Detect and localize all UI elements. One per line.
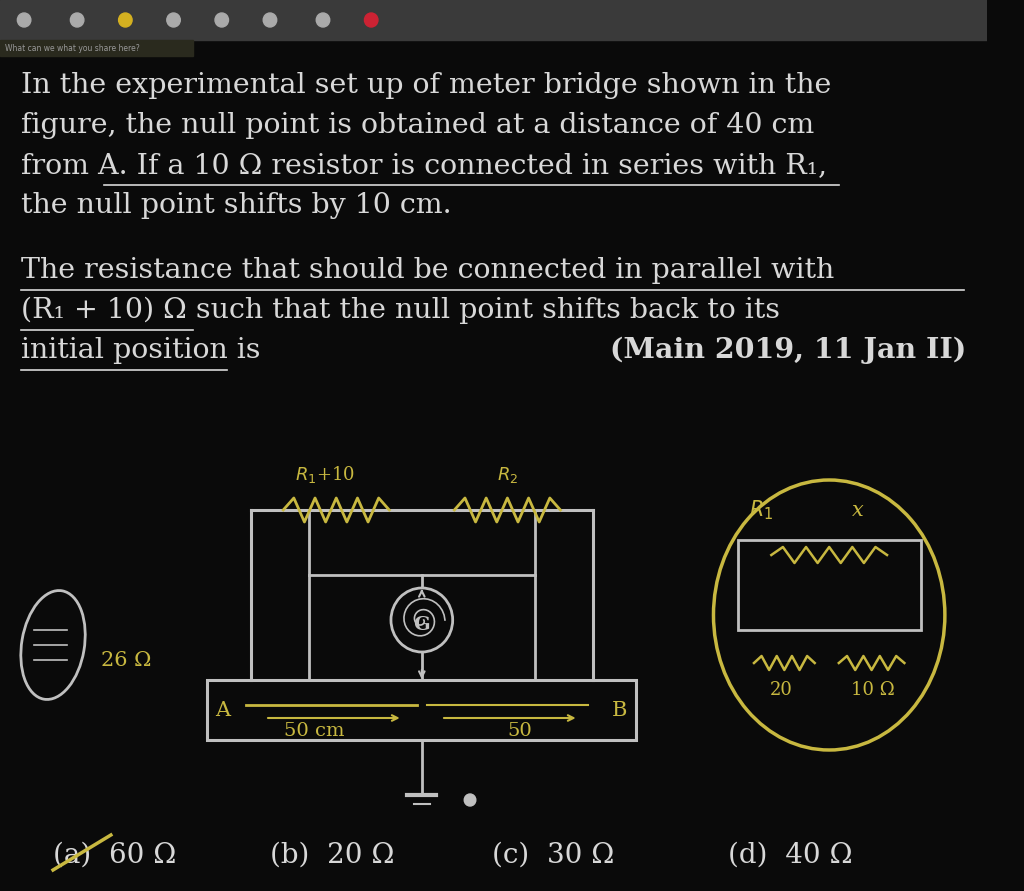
Text: A: A (215, 700, 230, 720)
Circle shape (119, 13, 132, 27)
Text: (Main 2019, 11 Jan II): (Main 2019, 11 Jan II) (609, 337, 966, 364)
Circle shape (464, 794, 476, 806)
Text: initial position is: initial position is (22, 337, 261, 364)
Text: $R_2$: $R_2$ (497, 465, 518, 485)
Text: from A. If a 10 Ω resistor is connected in series with R₁,: from A. If a 10 Ω resistor is connected … (22, 152, 827, 179)
Text: figure, the null point is obtained at a distance of 40 cm: figure, the null point is obtained at a … (22, 112, 814, 139)
Circle shape (215, 13, 228, 27)
Text: $R_1$: $R_1$ (750, 498, 774, 522)
Text: The resistance that should be connected in parallel with: The resistance that should be connected … (22, 257, 835, 284)
Circle shape (167, 13, 180, 27)
Text: In the experimental set up of meter bridge shown in the: In the experimental set up of meter brid… (22, 72, 831, 99)
Text: 20: 20 (769, 681, 793, 699)
Text: What can we what you share here?: What can we what you share here? (5, 44, 139, 53)
Text: 26 Ω: 26 Ω (101, 650, 152, 669)
Text: x: x (852, 501, 864, 519)
Text: (c)  30 Ω: (c) 30 Ω (492, 841, 614, 869)
Text: 50 cm: 50 cm (285, 722, 345, 740)
Circle shape (391, 588, 453, 652)
Text: 10 Ω: 10 Ω (851, 681, 894, 699)
Bar (0, 40, 193, 56)
Circle shape (365, 13, 378, 27)
Text: 50: 50 (507, 722, 531, 740)
Text: (d)  40 Ω: (d) 40 Ω (728, 841, 852, 869)
Circle shape (71, 13, 84, 27)
Text: (a)  60 Ω: (a) 60 Ω (53, 841, 176, 869)
Text: $R_1$+10: $R_1$+10 (295, 464, 354, 485)
Text: B: B (611, 700, 627, 720)
Text: the null point shifts by 10 cm.: the null point shifts by 10 cm. (22, 192, 452, 219)
Circle shape (17, 13, 31, 27)
Bar (0, 0, 987, 40)
Bar (207, 680, 636, 740)
Circle shape (263, 13, 276, 27)
Text: (R₁ + 10) Ω such that the null point shifts back to its: (R₁ + 10) Ω such that the null point shi… (22, 297, 780, 324)
Bar (737, 540, 921, 630)
Text: G: G (414, 616, 430, 634)
Text: (b)  20 Ω: (b) 20 Ω (270, 841, 394, 869)
Circle shape (316, 13, 330, 27)
